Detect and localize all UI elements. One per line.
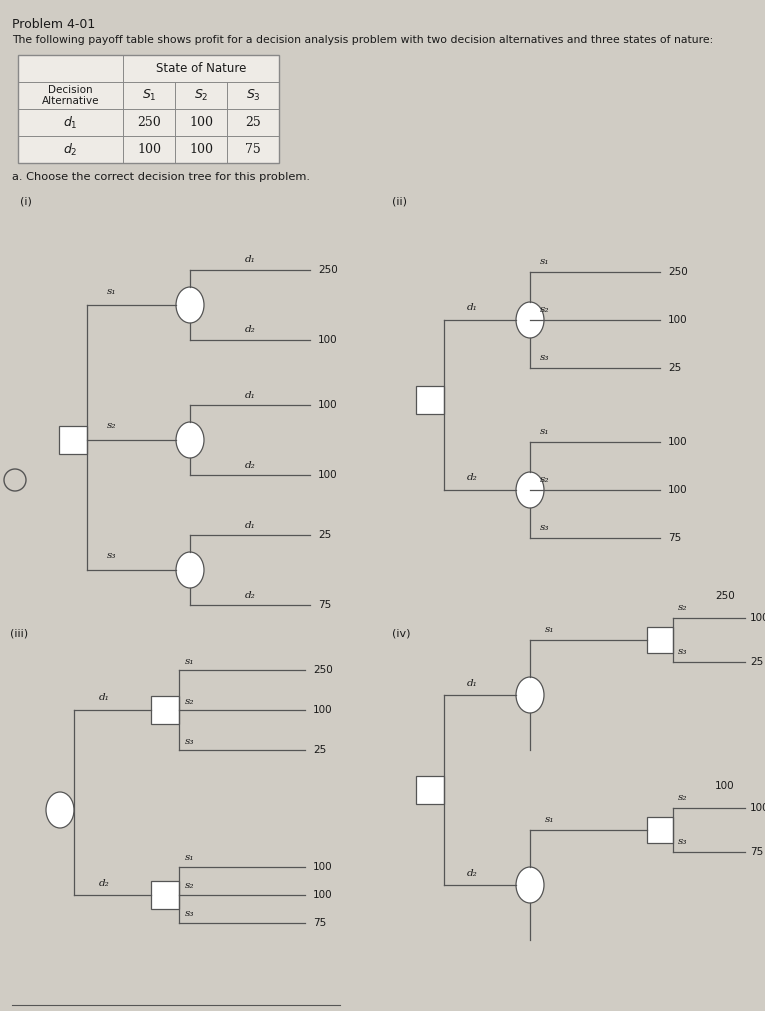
Text: 75: 75 [750,847,763,857]
Text: Decision
Alternative: Decision Alternative [42,85,99,106]
Text: d₂: d₂ [99,879,109,888]
Bar [647,817,673,843]
Text: (iii): (iii) [10,628,28,638]
Text: s₁: s₁ [185,656,194,665]
Text: 250: 250 [715,591,734,601]
Text: State of Nature: State of Nature [156,62,246,75]
Text: 100: 100 [313,862,333,872]
Text: s₃: s₃ [540,524,549,533]
Bar [151,696,179,724]
Ellipse shape [516,867,544,903]
Text: s₁: s₁ [540,428,549,437]
Text: d₂: d₂ [467,868,477,878]
Text: 250: 250 [668,267,688,277]
Text: (iv): (iv) [392,628,411,638]
Ellipse shape [176,552,204,588]
Ellipse shape [176,422,204,458]
Text: d₂: d₂ [245,590,256,600]
Text: 75: 75 [313,918,326,928]
Text: s₂: s₂ [678,794,688,803]
Text: $d_1$: $d_1$ [63,114,78,130]
Text: s₃: s₃ [107,551,117,560]
Text: d₁: d₁ [245,390,256,399]
Text: 75: 75 [245,143,261,156]
Text: 25: 25 [750,657,763,667]
Text: Problem 4-01: Problem 4-01 [12,18,96,31]
Text: 100: 100 [189,143,213,156]
Text: The following payoff table shows profit for a decision analysis problem with two: The following payoff table shows profit … [12,35,713,45]
Text: s₂: s₂ [540,305,549,314]
Text: s₂: s₂ [185,882,194,891]
Text: 250: 250 [313,665,333,675]
Text: d₁: d₁ [99,694,109,703]
Text: 100: 100 [668,437,688,447]
Text: s₂: s₂ [185,697,194,706]
Text: s₂: s₂ [678,604,688,613]
Text: 100: 100 [137,143,161,156]
Text: d₁: d₁ [245,256,256,265]
Text: d₁: d₁ [245,521,256,530]
Text: s₁: s₁ [545,626,555,635]
Text: $S_1$: $S_1$ [142,88,156,103]
Text: d₂: d₂ [245,326,256,335]
Bar [416,386,444,413]
Ellipse shape [176,287,204,323]
Text: $S_2$: $S_2$ [194,88,208,103]
Text: 250: 250 [318,265,338,275]
Text: (i): (i) [20,196,32,206]
Text: 100: 100 [318,335,337,345]
Text: a. Choose the correct decision tree for this problem.: a. Choose the correct decision tree for … [12,172,310,182]
Text: 100: 100 [715,782,734,791]
Text: 75: 75 [668,533,682,543]
Ellipse shape [516,677,544,713]
Text: s₁: s₁ [545,816,555,825]
Ellipse shape [46,792,74,828]
Ellipse shape [516,472,544,508]
Bar [18,55,279,163]
Text: 25: 25 [318,530,331,540]
Text: d₁: d₁ [467,303,477,312]
Text: s₃: s₃ [678,837,688,846]
Text: 100: 100 [318,400,337,410]
Text: $S_3$: $S_3$ [246,88,260,103]
Bar [59,426,87,454]
Text: 100: 100 [313,890,333,900]
Bar [151,881,179,909]
Text: (ii): (ii) [392,196,407,206]
Text: s₃: s₃ [678,647,688,656]
Text: 100: 100 [750,803,765,813]
Ellipse shape [516,302,544,338]
Text: s₁: s₁ [540,258,549,267]
Text: 25: 25 [668,363,682,373]
Text: s₁: s₁ [107,286,117,295]
Text: $d_2$: $d_2$ [63,142,78,158]
Text: 100: 100 [189,116,213,129]
Text: s₂: s₂ [540,475,549,484]
Text: 100: 100 [318,470,337,480]
Text: 250: 250 [137,116,161,129]
Bar [416,776,444,804]
Text: d₂: d₂ [467,473,477,482]
Text: 100: 100 [313,705,333,715]
Text: d₁: d₁ [467,678,477,687]
Text: 100: 100 [750,613,765,623]
Text: s₂: s₂ [107,422,117,431]
Text: 25: 25 [313,745,326,755]
Text: 75: 75 [318,600,331,610]
Text: s₃: s₃ [185,736,194,745]
Text: s₃: s₃ [185,910,194,919]
Bar [647,627,673,653]
Text: 100: 100 [668,485,688,495]
Text: s₃: s₃ [540,354,549,363]
Text: 25: 25 [245,116,261,129]
Text: d₂: d₂ [245,460,256,469]
Text: 100: 100 [668,315,688,325]
Text: s₁: s₁ [185,853,194,862]
